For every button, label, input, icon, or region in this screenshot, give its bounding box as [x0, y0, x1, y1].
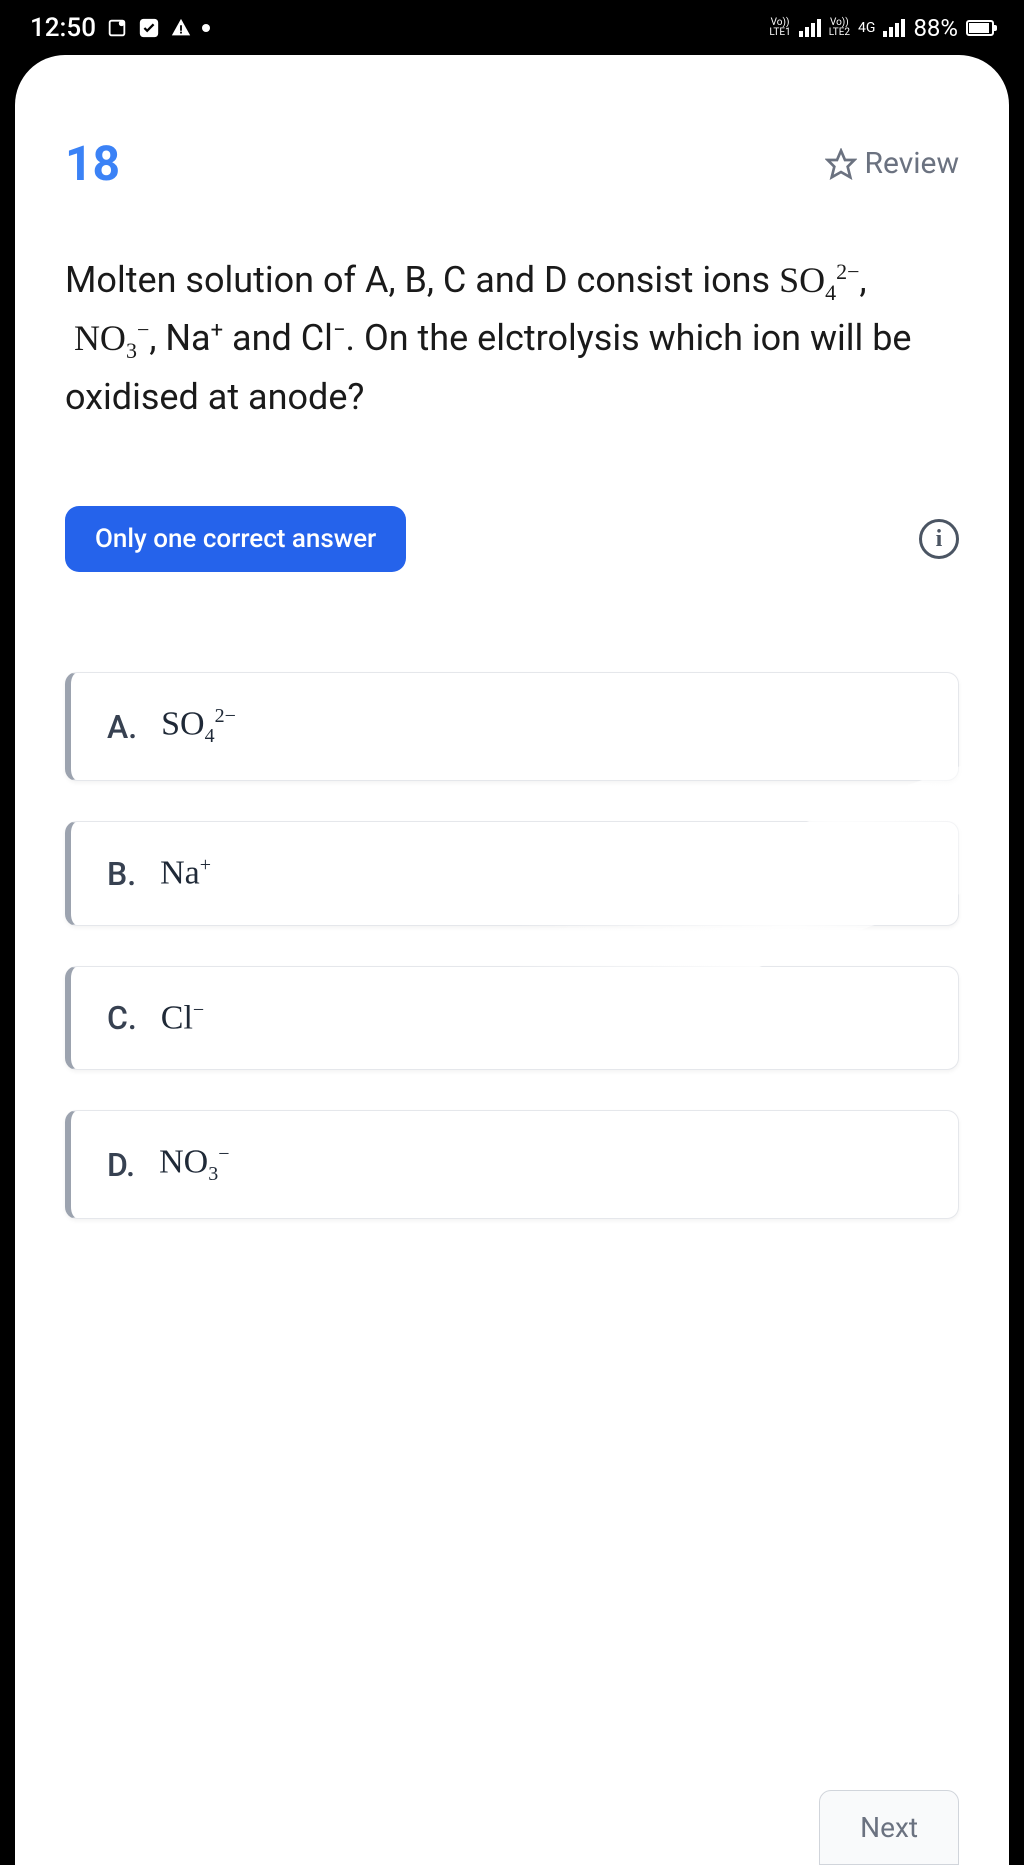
question-header: 18 Review: [65, 135, 959, 192]
option-letter: A.: [107, 708, 137, 746]
status-bar-left: 12:50: [30, 13, 210, 43]
option-d[interactable]: D. NO3−: [65, 1110, 959, 1219]
star-icon: [825, 148, 857, 180]
option-value: Na+: [160, 854, 211, 892]
question-number: 18: [65, 135, 120, 192]
dot-icon: [202, 24, 210, 32]
next-button[interactable]: Next: [819, 1790, 959, 1865]
phone-frame: 12:50 Vo)) LTE1 Vo)) LTE2: [0, 0, 1024, 1865]
question-text: Molten solution of A, B, C and D consist…: [65, 252, 959, 426]
option-b[interactable]: B. Na+: [65, 821, 959, 925]
instruction-row: Only one correct answer i: [65, 506, 959, 572]
option-value: SO42−: [161, 705, 236, 748]
signal-bars-2: [883, 19, 905, 37]
review-button[interactable]: Review: [825, 146, 959, 181]
status-time: 12:50: [30, 13, 96, 43]
options-container: A. SO42− B. Na+ C. Cl− D. NO3−: [65, 672, 959, 1219]
option-a[interactable]: A. SO42−: [65, 672, 959, 781]
option-letter: D.: [107, 1146, 135, 1184]
option-c[interactable]: C. Cl−: [65, 966, 959, 1070]
option-letter: C.: [107, 999, 137, 1037]
warning-icon: [170, 17, 192, 39]
status-bar: 12:50 Vo)) LTE1 Vo)) LTE2: [0, 0, 1024, 55]
info-icon[interactable]: i: [919, 519, 959, 559]
review-label: Review: [865, 146, 959, 181]
notification-icon: [106, 17, 128, 39]
network-type: 4G: [858, 20, 875, 36]
instruction-badge: Only one correct answer: [65, 506, 406, 572]
content-area: 18 Review Molten solution of A, B, C and…: [15, 55, 1009, 1865]
lte1-indicator: Vo)) LTE1: [769, 18, 790, 38]
status-bar-right: Vo)) LTE1 Vo)) LTE2 4G 88%: [769, 14, 994, 42]
option-letter: B.: [107, 855, 136, 893]
lte2-indicator: Vo)) LTE2: [829, 18, 850, 38]
check-icon: [138, 17, 160, 39]
battery-percent: 88%: [913, 14, 958, 42]
option-value: Cl−: [161, 999, 204, 1037]
signal-bars-1: [799, 19, 821, 37]
option-value: NO3−: [159, 1143, 229, 1186]
battery-icon: [966, 20, 994, 36]
